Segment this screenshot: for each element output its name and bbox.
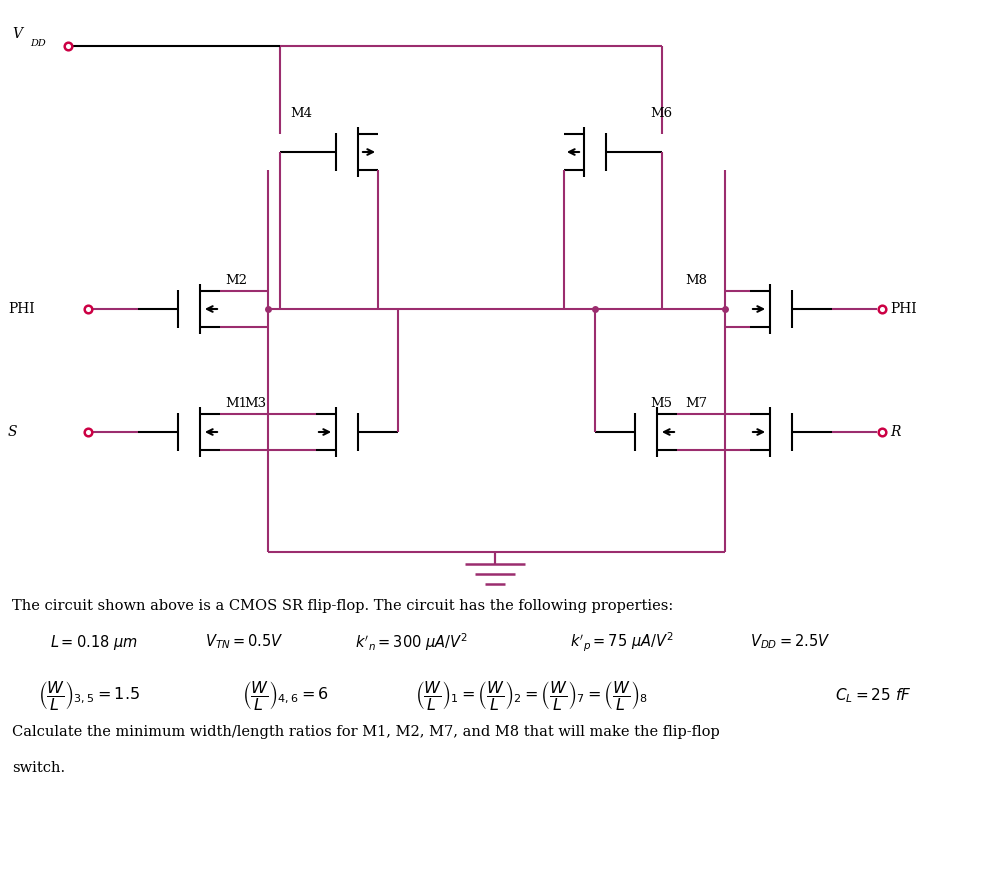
- Text: M7: M7: [685, 397, 707, 410]
- Text: $k'_n = 300\ \mu A/V^2$: $k'_n = 300\ \mu A/V^2$: [355, 631, 469, 653]
- Text: V: V: [12, 27, 22, 41]
- Text: $L = 0.18\ \mu m$: $L = 0.18\ \mu m$: [50, 633, 138, 651]
- Text: $k'_p = 75\ \mu A/V^2$: $k'_p = 75\ \mu A/V^2$: [570, 630, 674, 654]
- Text: R: R: [890, 425, 901, 439]
- Text: $V_{DD} = 2.5V$: $V_{DD} = 2.5V$: [750, 633, 831, 651]
- Text: $C_L = 25\ fF$: $C_L = 25\ fF$: [835, 687, 912, 705]
- Text: Calculate the minimum width/length ratios for M1, M2, M7, and M8 that will make : Calculate the minimum width/length ratio…: [12, 725, 720, 739]
- Text: DD: DD: [30, 39, 45, 48]
- Text: M8: M8: [685, 274, 707, 287]
- Text: M5: M5: [650, 397, 672, 410]
- Text: $\left(\dfrac{W}{L}\right)_{4,6} = 6$: $\left(\dfrac{W}{L}\right)_{4,6} = 6$: [242, 679, 329, 712]
- Text: The circuit shown above is a CMOS SR flip-flop. The circuit has the following pr: The circuit shown above is a CMOS SR fli…: [12, 599, 674, 613]
- Text: PHI: PHI: [890, 302, 917, 316]
- Text: $\left(\dfrac{W}{L}\right)_1 = \left(\dfrac{W}{L}\right)_2 = \left(\dfrac{W}{L}\: $\left(\dfrac{W}{L}\right)_1 = \left(\df…: [415, 679, 648, 712]
- Text: M2: M2: [225, 274, 247, 287]
- Text: S: S: [8, 425, 18, 439]
- Text: M6: M6: [650, 107, 673, 120]
- Text: PHI: PHI: [8, 302, 35, 316]
- Text: $V_{TN} = 0.5V$: $V_{TN} = 0.5V$: [205, 633, 284, 651]
- Text: switch.: switch.: [12, 761, 65, 775]
- Text: M3: M3: [244, 397, 266, 410]
- Text: M4: M4: [290, 107, 312, 120]
- Text: M1: M1: [225, 397, 247, 410]
- Text: $\left(\dfrac{W}{L}\right)_{3,5} = 1.5$: $\left(\dfrac{W}{L}\right)_{3,5} = 1.5$: [38, 679, 139, 712]
